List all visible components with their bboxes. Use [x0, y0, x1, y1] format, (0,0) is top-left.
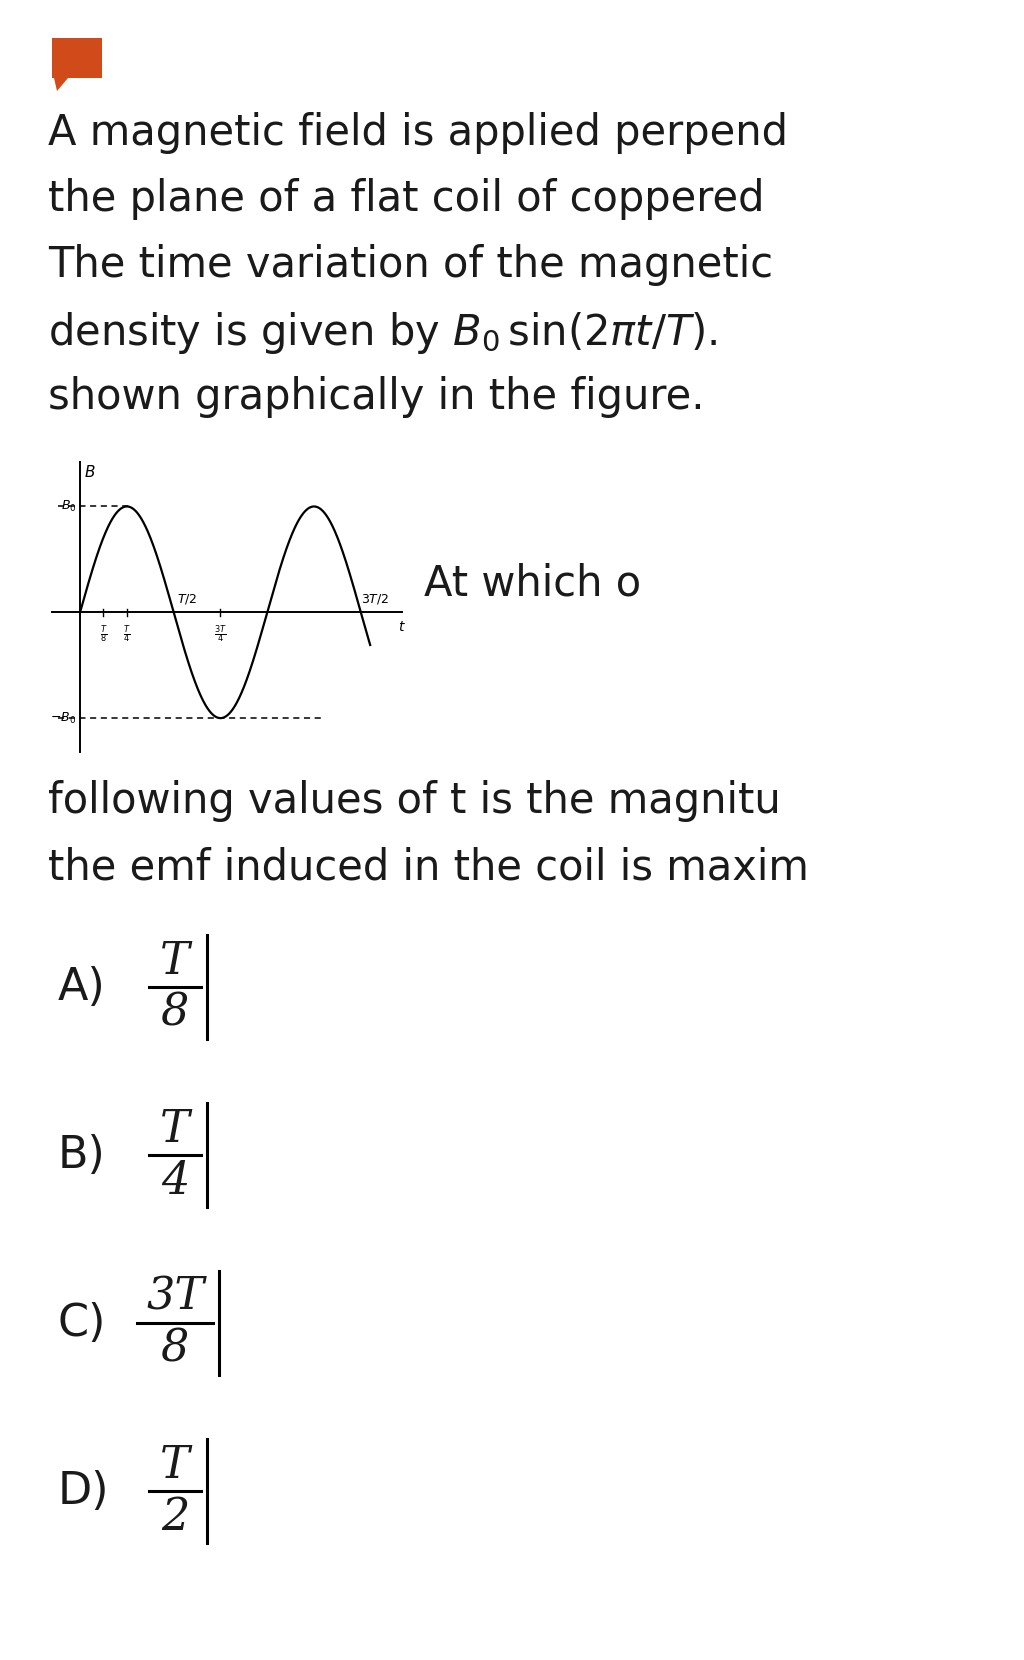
Text: 3T: 3T [146, 1275, 204, 1318]
Text: the emf induced in the coil is maxim: the emf induced in the coil is maxim [48, 847, 809, 888]
Text: The time variation of the magnetic: The time variation of the magnetic [48, 244, 773, 286]
Text: $t$: $t$ [398, 619, 407, 634]
Text: T: T [160, 1444, 189, 1487]
Text: D): D) [58, 1469, 110, 1512]
Text: 2: 2 [161, 1496, 189, 1539]
Text: B): B) [58, 1134, 105, 1177]
Text: C): C) [58, 1301, 106, 1345]
Text: $B$: $B$ [84, 465, 95, 480]
Text: $\frac{T}{8}$: $\frac{T}{8}$ [99, 622, 108, 644]
Text: 4: 4 [161, 1159, 189, 1202]
Text: shown graphically in the figure.: shown graphically in the figure. [48, 377, 705, 418]
Text: 8: 8 [161, 1328, 189, 1371]
Text: $-B_0$: $-B_0$ [50, 710, 77, 725]
Text: At which o: At which o [424, 563, 641, 604]
Text: $T/2$: $T/2$ [177, 593, 198, 606]
Text: density is given by $B_0\,\sin(2\pi t/T)$.: density is given by $B_0\,\sin(2\pi t/T)… [48, 310, 718, 355]
Text: $3T/2$: $3T/2$ [360, 593, 389, 606]
Text: T: T [160, 940, 189, 983]
Polygon shape [54, 78, 68, 91]
Text: 8: 8 [161, 991, 189, 1034]
Text: $\frac{3T}{4}$: $\frac{3T}{4}$ [214, 622, 227, 644]
Text: A): A) [58, 966, 105, 1009]
Text: following values of t is the magnitu: following values of t is the magnitu [48, 780, 780, 822]
Text: T: T [160, 1107, 189, 1150]
Text: $\frac{T}{4}$: $\frac{T}{4}$ [123, 622, 131, 644]
Text: A magnetic field is applied perpend: A magnetic field is applied perpend [48, 111, 788, 154]
Text: $B_0$: $B_0$ [60, 500, 77, 515]
Bar [52, 38, 102, 78]
Text: the plane of a flat coil of coppered: the plane of a flat coil of coppered [48, 178, 765, 221]
